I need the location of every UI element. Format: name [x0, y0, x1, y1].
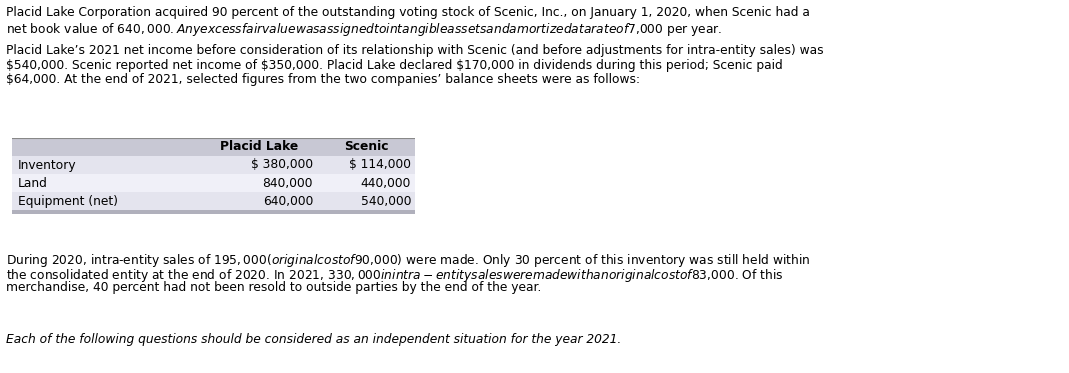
Text: 640,000: 640,000	[263, 194, 313, 207]
Bar	[12, 192, 415, 210]
Bar	[12, 138, 415, 156]
Text: Inventory: Inventory	[18, 159, 77, 172]
Text: 840,000: 840,000	[263, 176, 313, 189]
Text: Scenic: Scenic	[344, 141, 388, 154]
Text: Placid Lake’s 2021 net income before consideration of its relationship with Scen: Placid Lake’s 2021 net income before con…	[6, 44, 823, 57]
Text: Equipment (net): Equipment (net)	[18, 194, 118, 207]
Text: $540,000. Scenic reported net income of $350,000. Placid Lake declared $170,000 : $540,000. Scenic reported net income of …	[6, 59, 783, 72]
Text: 440,000: 440,000	[360, 176, 410, 189]
Text: During 2020, intra-entity sales of $195,000 (original cost of $90,000) were made: During 2020, intra-entity sales of $195,…	[6, 252, 810, 269]
Bar	[12, 174, 415, 192]
Text: Each of the following questions should be considered as an independent situation: Each of the following questions should b…	[6, 333, 621, 346]
Bar	[12, 156, 415, 174]
Text: Placid Lake Corporation acquired 90 percent of the outstanding voting stock of S: Placid Lake Corporation acquired 90 perc…	[6, 6, 810, 19]
Text: $ 380,000: $ 380,000	[251, 159, 313, 172]
Text: net book value of $640,000. Any excess fair value was assigned to intangible ass: net book value of $640,000. Any excess f…	[6, 21, 723, 38]
Text: the consolidated entity at the end of 2020. In 2021, $330,000 in intra-entity sa: the consolidated entity at the end of 20…	[6, 266, 784, 283]
Text: Placid Lake: Placid Lake	[220, 141, 298, 154]
Bar	[12, 210, 415, 214]
Text: $ 114,000: $ 114,000	[348, 159, 410, 172]
Text: $64,000. At the end of 2021, selected figures from the two companies’ balance sh: $64,000. At the end of 2021, selected fi…	[6, 73, 640, 86]
Text: 540,000: 540,000	[360, 194, 410, 207]
Text: merchandise, 40 percent had not been resold to outside parties by the end of the: merchandise, 40 percent had not been res…	[6, 281, 541, 294]
Text: Land: Land	[18, 176, 48, 189]
